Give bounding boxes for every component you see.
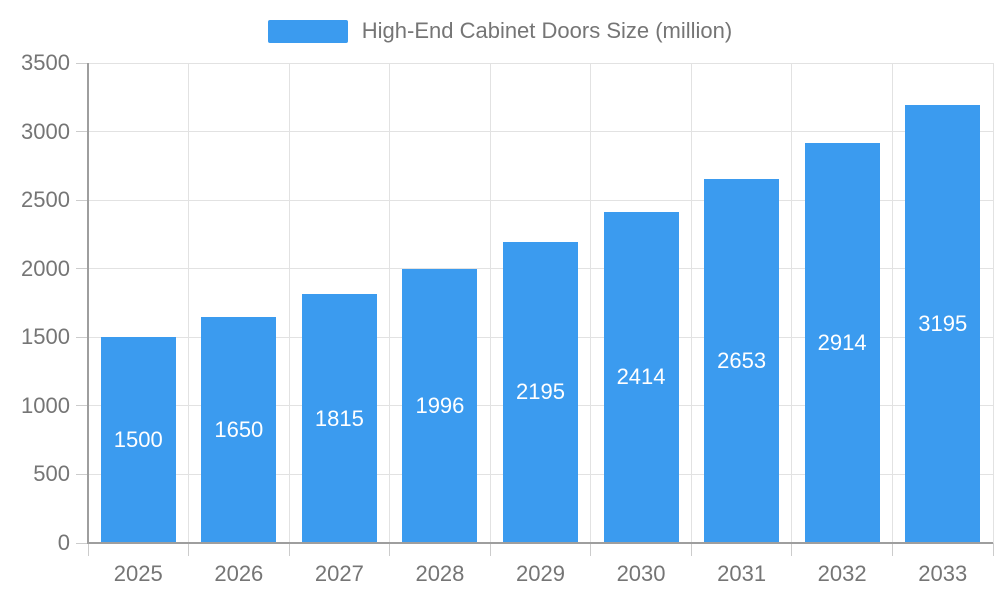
bar-value-label-2026: 1650 <box>214 416 264 442</box>
x-gridline-9 <box>992 63 994 543</box>
y-tick-mark-3000 <box>76 131 88 133</box>
x-gridline-8 <box>891 63 893 543</box>
y-tick-label-0: 0 <box>57 530 70 555</box>
y-tick-label-1000: 1000 <box>21 392 70 418</box>
y-tick-mark-0 <box>76 542 88 544</box>
y-axis-line <box>87 63 89 544</box>
x-tick-label-2028: 2028 <box>415 561 465 586</box>
bar-value-label-2028: 1996 <box>415 393 465 419</box>
x-tick-mark-6 <box>690 543 692 556</box>
x-tick-label-2025: 2025 <box>113 561 163 586</box>
x-gridline-1 <box>188 63 190 543</box>
y-tick-mark-2500 <box>76 199 88 201</box>
x-gridline-3 <box>389 63 391 543</box>
bar-value-label-2025: 1500 <box>113 427 163 453</box>
bar-2030[interactable]: 2414 <box>603 211 679 543</box>
bar-2028[interactable]: 1996 <box>402 269 478 543</box>
y-tick-label-2000: 2000 <box>21 255 70 281</box>
x-tick-mark-3 <box>389 543 391 556</box>
y-tick-mark-1000 <box>76 405 88 407</box>
x-tick-label-2026: 2026 <box>214 561 264 586</box>
x-tick-mark-9 <box>992 543 994 556</box>
x-tick-label-2027: 2027 <box>314 561 364 586</box>
x-tick-label-2029: 2029 <box>516 561 565 586</box>
y-tick-label-2500: 2500 <box>21 187 70 213</box>
bar-2025[interactable]: 1500 <box>100 337 176 543</box>
bar-value-label-2029: 2195 <box>516 379 565 405</box>
x-gridline-2 <box>288 63 290 543</box>
legend[interactable]: High-End Cabinet Doors Size (million) <box>0 18 1000 44</box>
x-tick-mark-2 <box>288 543 290 556</box>
x-tick-label-2030: 2030 <box>616 561 666 586</box>
x-tick-mark-5 <box>590 543 592 556</box>
y-tick-mark-2000 <box>76 268 88 270</box>
x-gridline-7 <box>791 63 793 543</box>
bar-2031[interactable]: 2653 <box>704 179 780 543</box>
y-tick-label-3000: 3000 <box>21 118 70 144</box>
x-tick-mark-8 <box>891 543 893 556</box>
x-tick-mark-4 <box>489 543 491 556</box>
y-gridline-3000 <box>88 131 993 133</box>
x-gridline-4 <box>489 63 491 543</box>
legend-swatch <box>267 19 348 43</box>
x-gridline-6 <box>690 63 692 543</box>
y-tick-label-500: 500 <box>33 461 70 487</box>
x-tick-mark-1 <box>188 543 190 556</box>
y-tick-label-1500: 1500 <box>21 324 70 350</box>
x-gridline-5 <box>590 63 592 543</box>
x-tick-mark-0 <box>87 543 89 556</box>
bar-value-label-2027: 1815 <box>314 405 364 431</box>
x-tick-label-2033: 2033 <box>918 561 968 586</box>
bar-2032[interactable]: 2914 <box>804 143 880 543</box>
bar-2026[interactable]: 1650 <box>201 316 277 543</box>
y-tick-label-3500: 3500 <box>21 50 70 75</box>
bar-2033[interactable]: 3195 <box>905 104 981 543</box>
y-tick-mark-3500 <box>76 62 88 64</box>
legend-label: High-End Cabinet Doors Size (million) <box>361 18 733 43</box>
bar-value-label-2032: 2914 <box>817 330 867 356</box>
y-gridline-2500 <box>88 199 993 201</box>
x-tick-label-2031: 2031 <box>717 561 767 586</box>
x-axis-line <box>87 542 993 544</box>
y-gridline-3500 <box>88 62 993 64</box>
bar-value-label-2030: 2414 <box>616 364 666 390</box>
bar-value-label-2031: 2653 <box>717 348 767 374</box>
x-tick-mark-7 <box>791 543 793 556</box>
bar-2027[interactable]: 1815 <box>301 294 377 543</box>
y-tick-mark-1500 <box>76 336 88 338</box>
x-tick-label-2032: 2032 <box>817 561 867 586</box>
bar-2029[interactable]: 2195 <box>503 241 578 543</box>
bar-value-label-2033: 3195 <box>918 310 968 336</box>
y-tick-mark-500 <box>76 473 88 475</box>
